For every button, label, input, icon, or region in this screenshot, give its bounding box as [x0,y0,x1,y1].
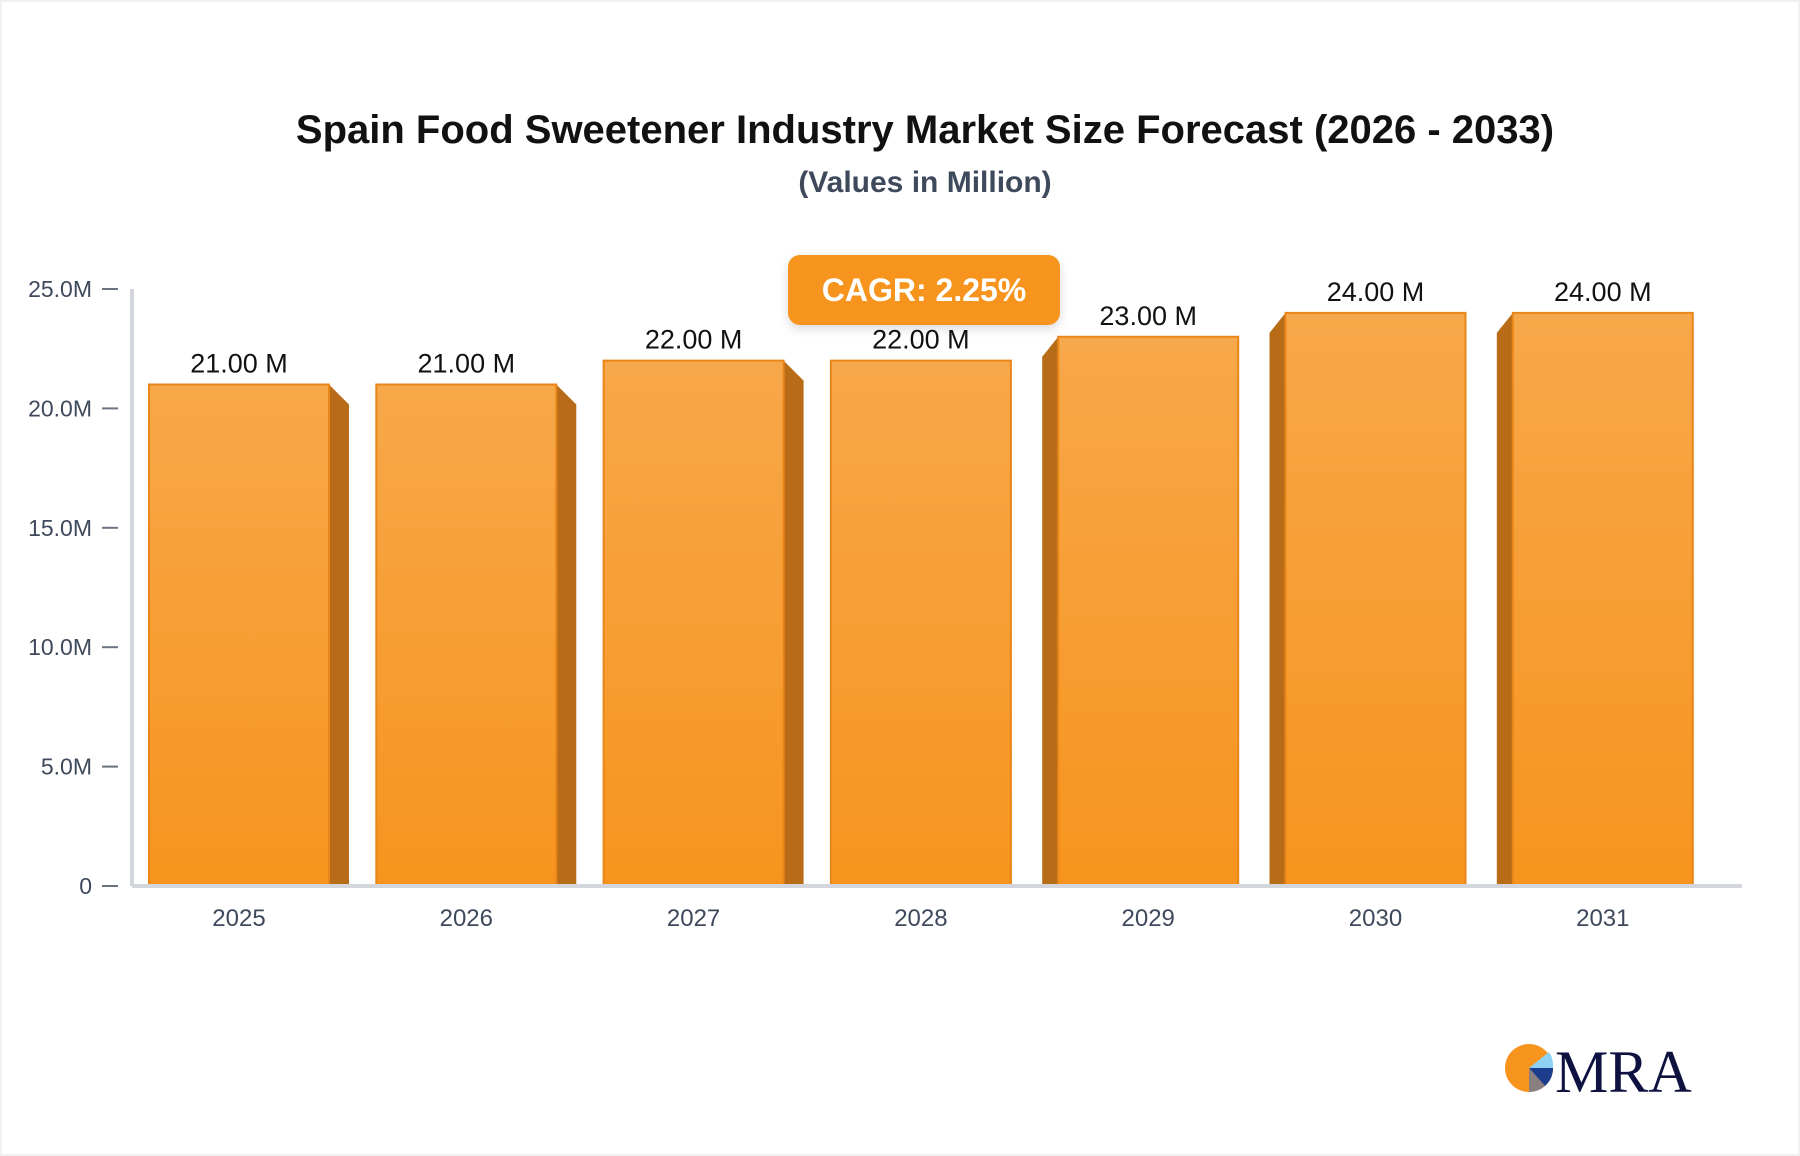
bar-side-2031 [1496,312,1513,886]
data-label: 21.00 M [418,349,516,379]
cagr-badge: CAGR: 2.25% [788,255,1060,325]
mra-logo: MRA [1505,1040,1692,1102]
data-label: 22.00 M [872,325,970,355]
x-tick-label: 2031 [1576,905,1629,932]
bar-side-2026 [556,384,577,886]
x-tick-label: 2028 [894,905,947,932]
bar-2028 [829,359,1012,887]
bar-side-2029 [1042,336,1059,886]
bar-2025 [148,383,330,887]
x-tick-label: 2027 [667,905,720,932]
bar-side-2025 [329,384,349,886]
y-tick-label: 0 [79,873,92,899]
data-label: 22.00 M [645,325,743,355]
x-tick-label: 2029 [1122,905,1175,932]
chart-title: Spain Food Sweetener Industry Market Siz… [295,108,1555,152]
y-tick-label: 20.0M [28,395,92,421]
bar-side-2027 [783,360,804,886]
x-tick-label: 2025 [212,905,265,932]
bar-2030 [1284,311,1467,887]
svg-text:MRA: MRA [1555,1040,1692,1102]
bar-side-2030 [1269,312,1286,886]
bar-2026 [375,383,558,887]
y-tick-label: 10.0M [28,634,92,660]
bar-2027 [602,359,785,887]
y-tick-label: 15.0M [28,515,92,541]
y-tick-label: 5.0M [41,754,92,780]
data-label: 23.00 M [1099,301,1197,331]
chart-subtitle: (Values in Million) [798,166,1052,199]
bar-2029 [1057,335,1240,887]
data-label: 24.00 M [1554,277,1652,307]
x-tick-label: 2026 [440,905,493,932]
data-label: 24.00 M [1327,277,1425,307]
y-tick-label: 25.0M [28,276,92,302]
bar-2031 [1511,311,1694,887]
data-label: 21.00 M [190,349,288,379]
x-tick-label: 2030 [1349,905,1402,932]
